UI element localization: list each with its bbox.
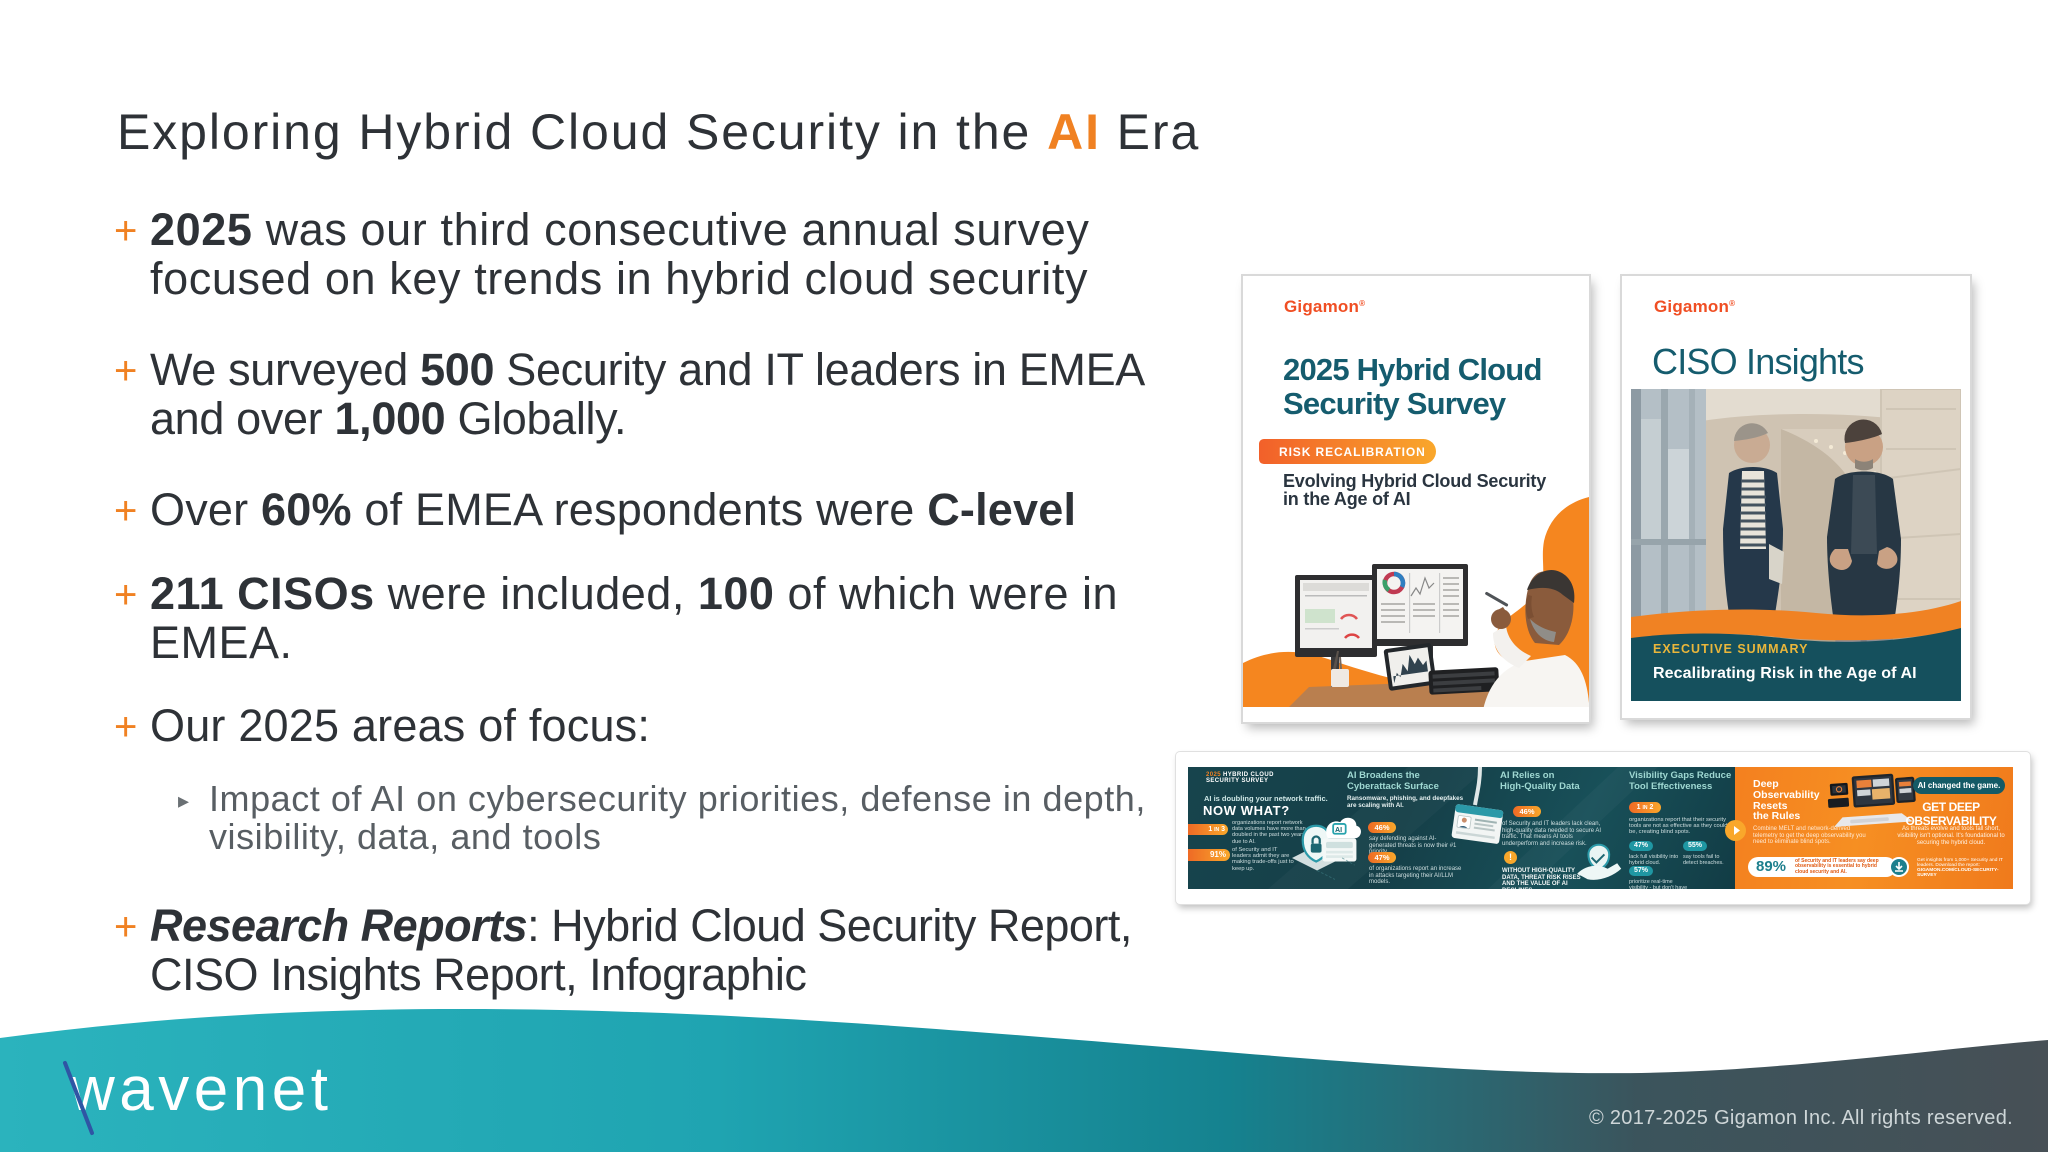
svg-text:AI: AI [1335,826,1342,834]
